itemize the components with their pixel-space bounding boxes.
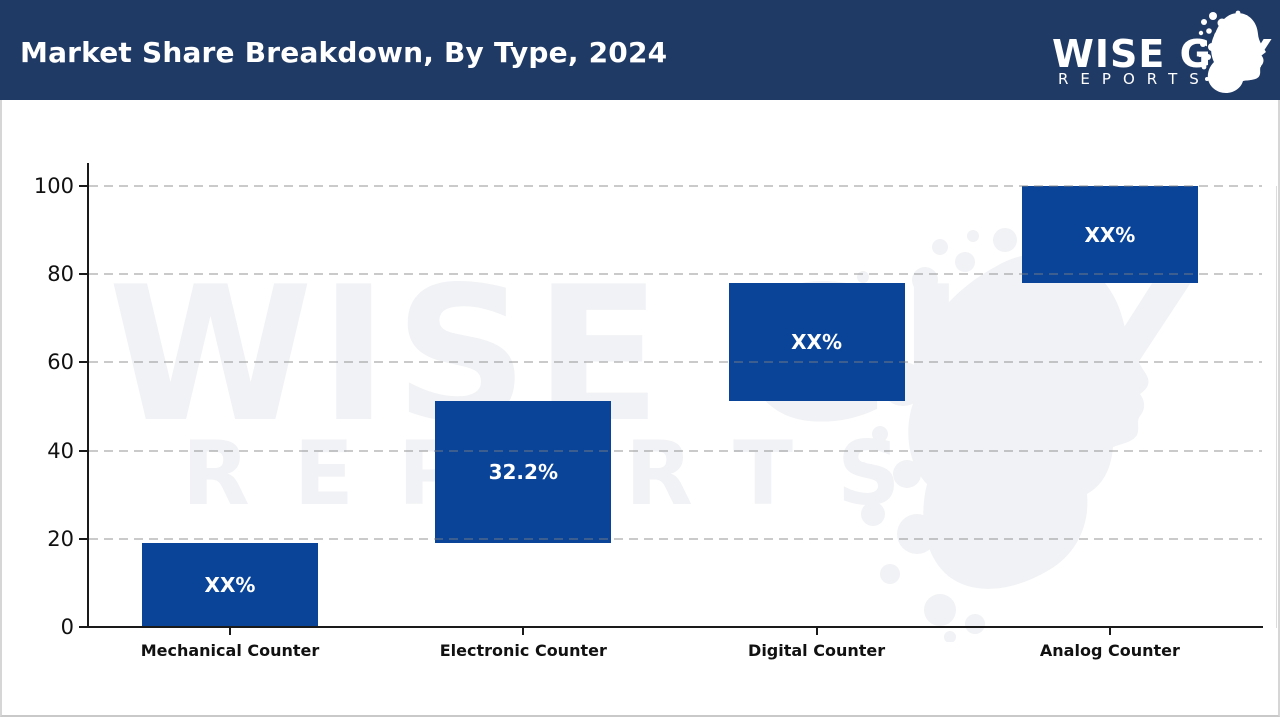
brand-logo-subtitle: REPORTS [1058, 70, 1211, 88]
y-tick-label: 80 [47, 262, 74, 287]
y-tick-label: 100 [33, 174, 74, 198]
bar-value-label: XX% [204, 573, 256, 598]
y-axis-line [87, 163, 89, 628]
y-tick-label: 60 [47, 350, 74, 375]
bar-value-label: 32.2% [488, 460, 558, 485]
x-axis-tick [815, 628, 818, 635]
x-axis-tick [522, 628, 525, 635]
x-category-label: Analog Counter [1039, 641, 1180, 660]
header: Market Share Breakdown, By Type, 2024 WI… [0, 0, 1280, 100]
bar [728, 283, 905, 402]
bar [435, 401, 612, 544]
x-category-label: Electronic Counter [439, 641, 607, 660]
x-axis-tick [229, 628, 231, 635]
y-axis-tick [79, 273, 87, 276]
x-axis-tick [1108, 628, 1111, 635]
y-tick-label: 40 [47, 438, 74, 463]
bar-value-label: XX% [1084, 222, 1136, 247]
watermark-face-icon [855, 224, 1149, 642]
y-axis-tick [79, 449, 87, 452]
brand-logo: WISE GUY REPORTS [1022, 8, 1272, 94]
x-category-label: Mechanical Counter [140, 641, 320, 660]
bar-value-label: XX% [791, 330, 843, 355]
y-axis-tick [79, 185, 87, 187]
x-axis-line [87, 626, 1263, 628]
bar [1021, 186, 1198, 284]
y-axis-tick [79, 361, 87, 364]
y-tick-label: 0 [60, 615, 74, 639]
brand-face-icon [1198, 10, 1266, 93]
plot-right-border [1276, 186, 1277, 628]
y-tick-label: 20 [47, 526, 74, 551]
y-axis-tick [79, 626, 87, 628]
y-axis-tick [79, 537, 87, 540]
bar [142, 543, 318, 627]
page-title: Market Share Breakdown, By Type, 2024 [20, 36, 668, 69]
x-category-label: Digital Counter [748, 641, 886, 660]
